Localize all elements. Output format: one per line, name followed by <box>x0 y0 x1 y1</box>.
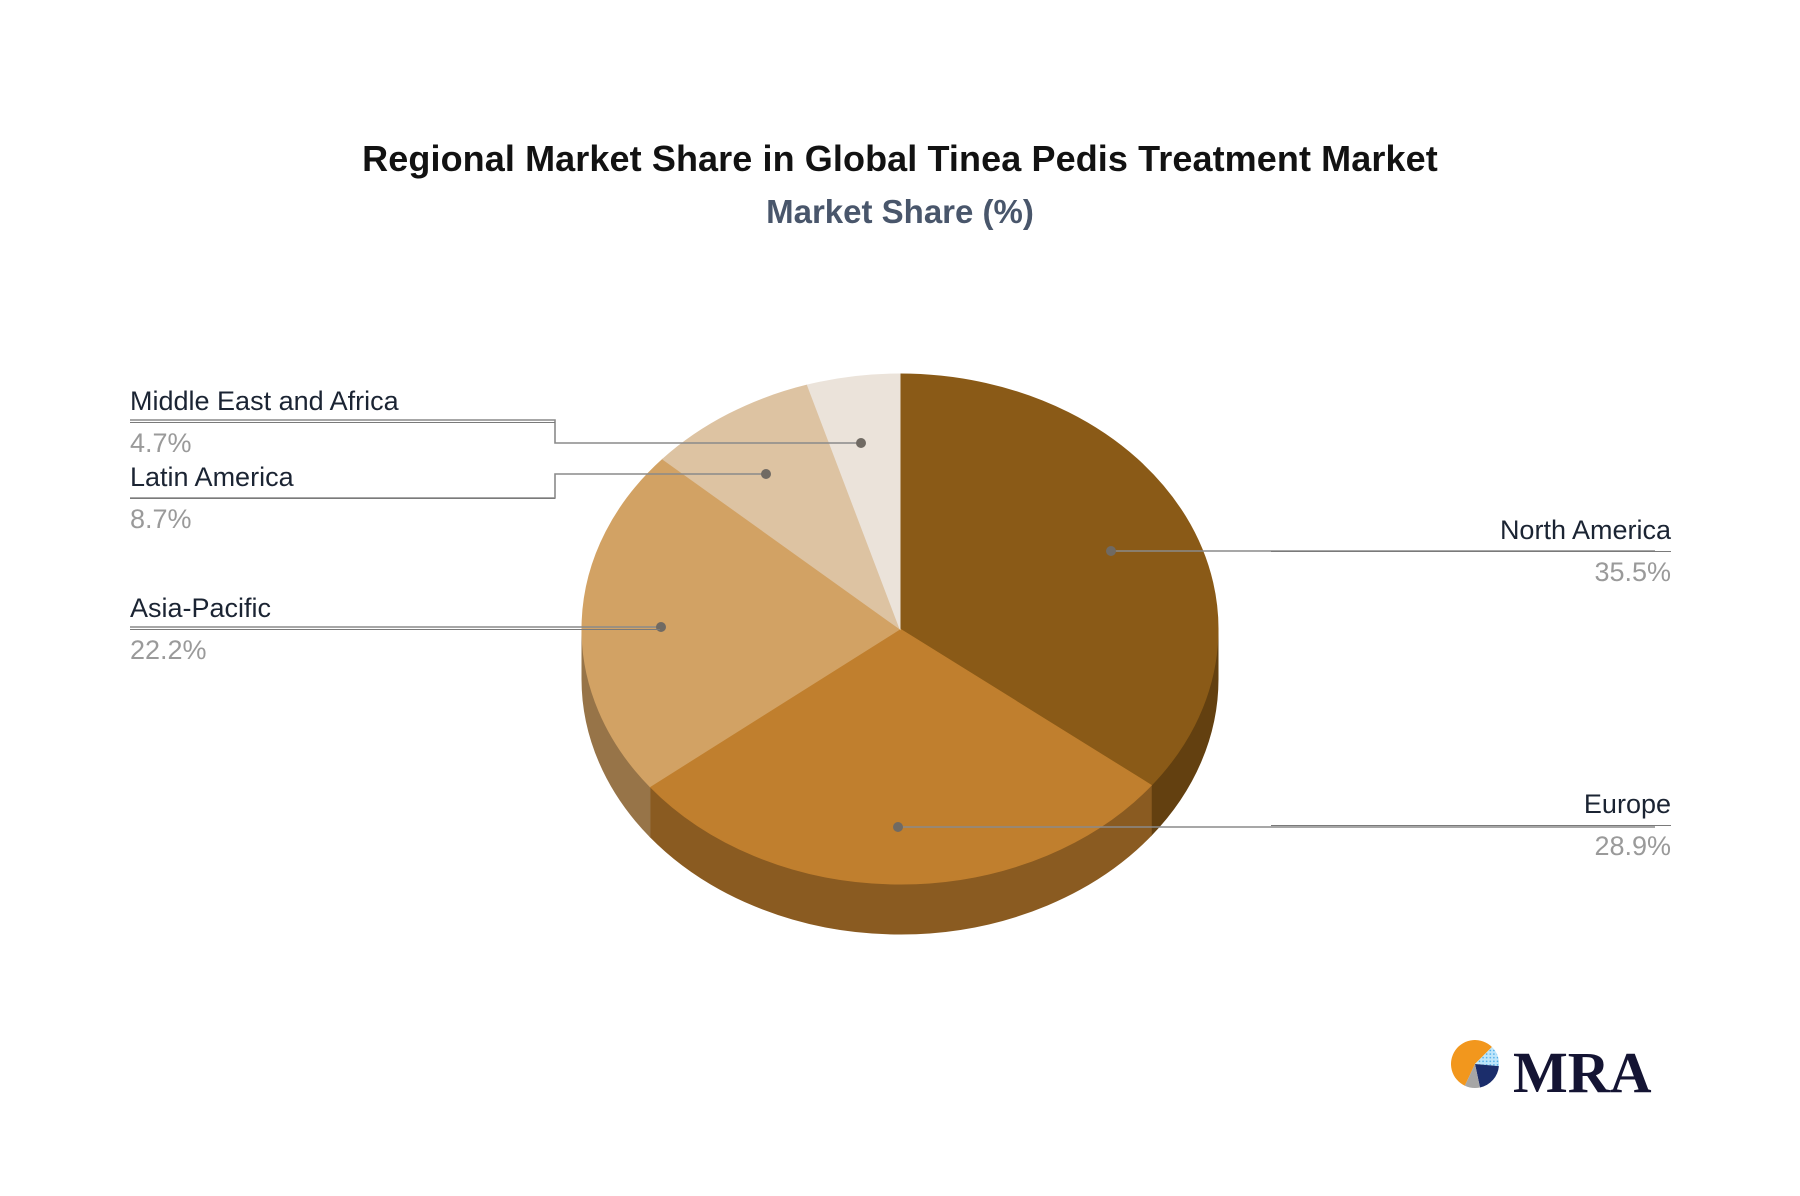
svg-text:MRA: MRA <box>1513 1040 1652 1104</box>
